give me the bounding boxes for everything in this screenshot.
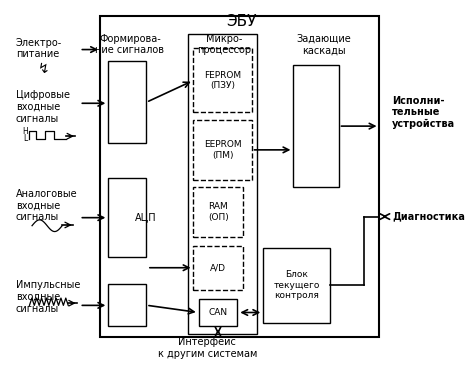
Text: RAM
(ОП): RAM (ОП)	[208, 202, 228, 222]
Text: Электро-
питание: Электро- питание	[16, 38, 62, 59]
Text: Цифровые
входные
сигналы: Цифровые входные сигналы	[16, 90, 70, 124]
Text: CAN: CAN	[209, 308, 228, 317]
Bar	[193, 120, 252, 180]
Text: АЦП: АЦП	[135, 213, 157, 223]
Text: Микро-
процессор: Микро- процессор	[197, 34, 252, 55]
Text: ↯: ↯	[38, 62, 49, 76]
Text: Интерфейс
к другим системам: Интерфейс к другим системам	[157, 338, 257, 359]
Bar	[108, 284, 146, 326]
Text: Импульсные
входные
сигналы: Импульсные входные сигналы	[16, 280, 80, 313]
Bar	[193, 246, 243, 290]
Bar	[199, 299, 237, 326]
Text: Задающие
каскады: Задающие каскады	[296, 34, 351, 55]
Text: A/D: A/D	[210, 263, 226, 272]
Text: FEPROM
(ПЗУ): FEPROM (ПЗУ)	[204, 71, 241, 90]
Bar	[100, 16, 380, 337]
Bar	[188, 34, 257, 334]
Bar	[293, 65, 338, 187]
Bar	[193, 187, 243, 237]
Text: L: L	[23, 134, 27, 143]
Text: Диагностика: Диагностика	[392, 211, 465, 221]
Bar	[108, 178, 146, 257]
Text: Исполни-
тельные
устройства: Исполни- тельные устройства	[392, 96, 456, 129]
Bar	[263, 247, 330, 322]
Text: H: H	[22, 127, 28, 136]
Text: Аналоговые
входные
сигналы: Аналоговые входные сигналы	[16, 189, 77, 222]
Bar	[193, 49, 252, 112]
Text: Блок
текущего
контроля: Блок текущего контроля	[273, 270, 320, 300]
Text: Формирова-
ние сигналов: Формирова- ние сигналов	[95, 34, 164, 55]
Text: EEPROM
(ПМ): EEPROM (ПМ)	[204, 140, 241, 160]
Text: ЭБУ: ЭБУ	[227, 14, 257, 29]
Bar	[108, 61, 146, 144]
